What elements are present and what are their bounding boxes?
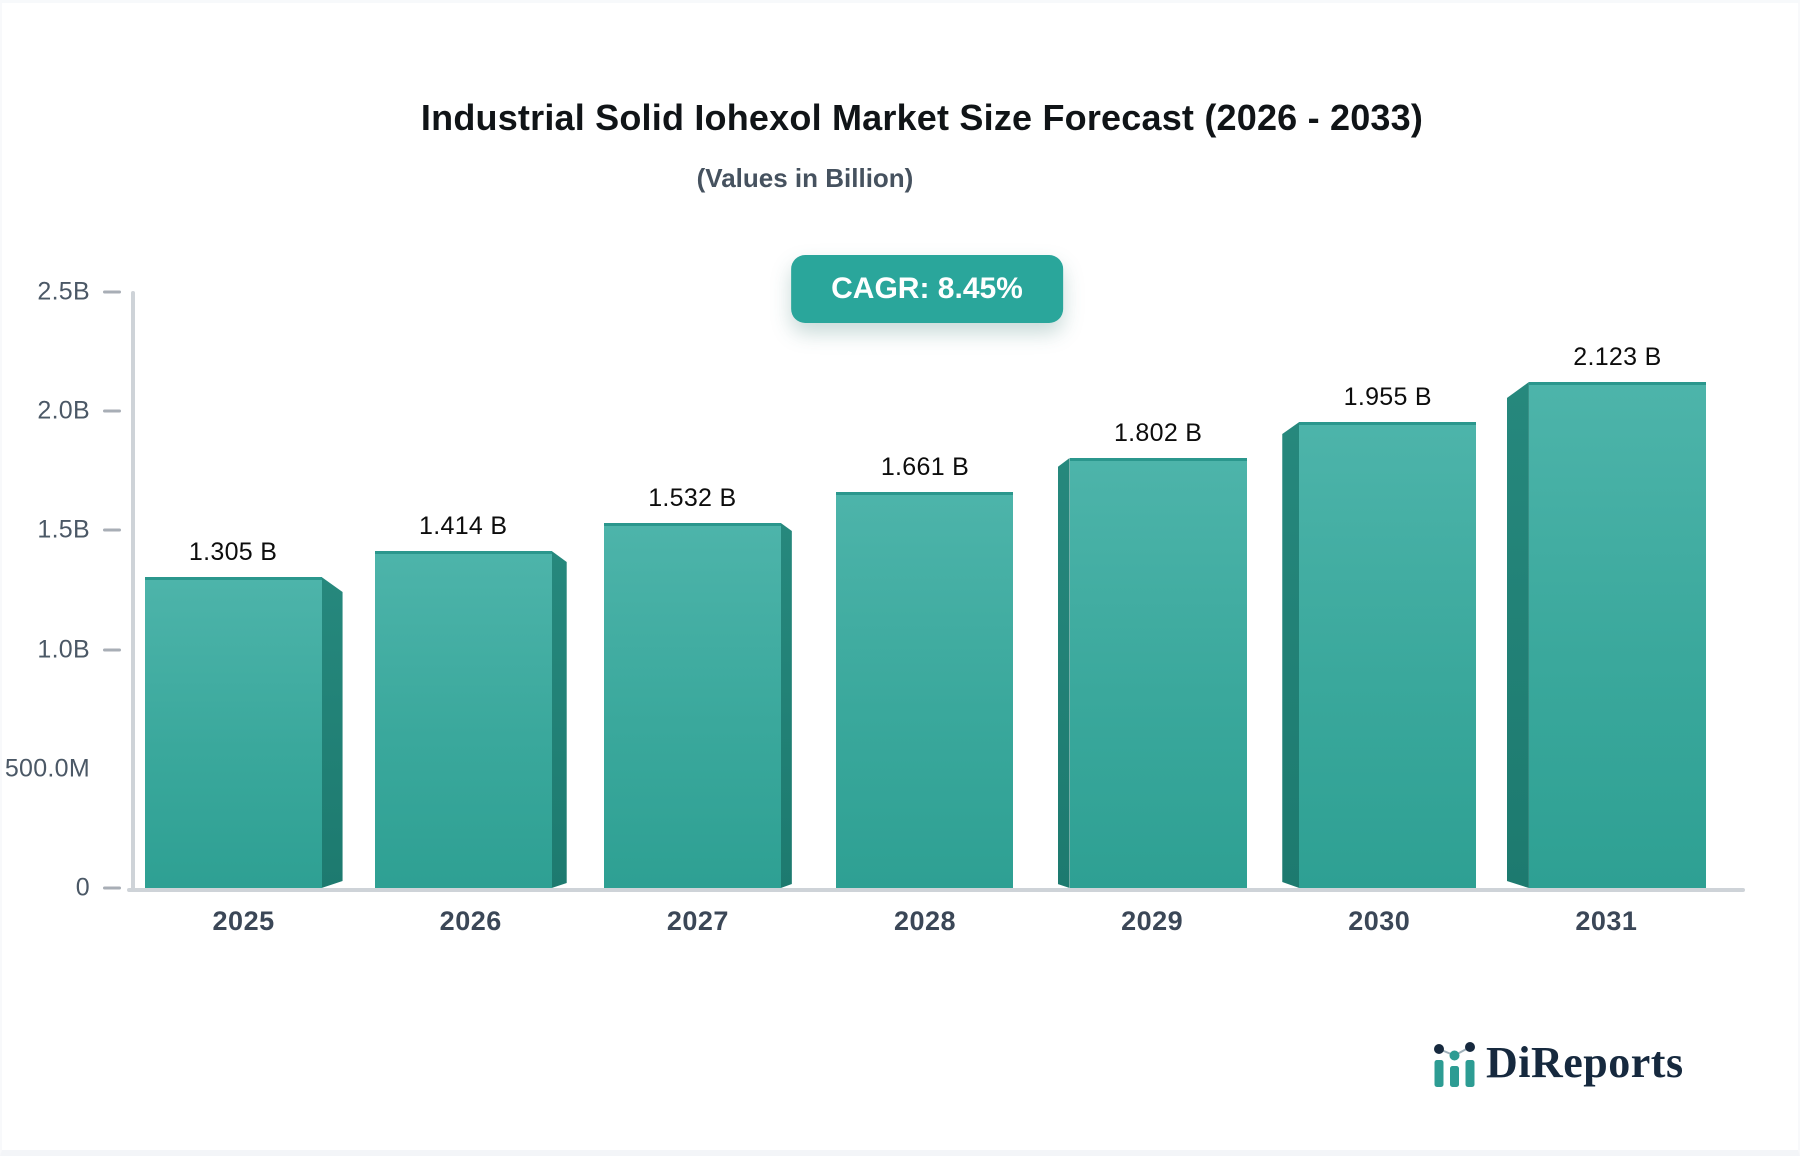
y-axis-label: 1.0B [37,635,90,664]
bar-face [836,492,1014,888]
bar-value-label: 1.955 B [1343,383,1432,411]
bar-slot-2025: 1.305 B [130,292,357,888]
y-axis-label: 2.5B [37,277,90,306]
y-axis-tick-row: 2.5B [2,278,121,307]
y-axis-tick [103,886,121,890]
y-axis-label: 500.0M [4,754,90,783]
chart-subtitle: (Values in Billion) [696,163,914,193]
bar-value-label: 1.414 B [419,512,508,540]
y-axis-tick [103,290,121,294]
y-axis-tick-row: 500.0M [2,754,121,783]
bar-value-label: 1.532 B [648,484,737,512]
bar-face [1069,458,1247,888]
x-axis-label: 2027 [666,906,729,936]
bar-2026: 1.414 B [374,512,567,888]
x-axis-label: 2026 [439,906,502,936]
x-axis-label: 2031 [1575,906,1638,936]
bar-side-3d [1282,422,1299,888]
y-axis-tick [103,409,121,413]
bar-face [374,551,552,888]
direports-logo: DiReports [1432,1037,1684,1087]
bar-2027: 1.532 B [603,484,792,888]
x-axis-label: 2025 [212,906,275,936]
bar-slot-2030: 1.955 B [1266,292,1493,888]
logo-text: DiReports [1486,1038,1684,1087]
bar-side-3d [781,523,792,888]
bar-value-label: 1.305 B [188,538,278,566]
bar-2031: 2.123 B [1507,343,1706,888]
bar-slot-2029: 1.802 B [1039,292,1266,888]
x-axis-labels: 2025 2026 2027 2028 2029 2030 2031 [130,906,1720,937]
direports-logo-icon [1434,1042,1475,1087]
bar-side-3d [322,577,343,888]
bar-slot-2031: 2.123 B [1493,292,1720,888]
cagr-badge: CAGR: 8.45% [791,255,1063,323]
x-axis-label: 2030 [1348,906,1411,936]
x-axis-baseline [127,888,1745,892]
x-axis-label: 2028 [893,906,957,936]
bar-slot-2027: 1.532 B [584,292,811,888]
y-axis-tick-row: 1.5B [2,516,121,545]
bar-face [1528,382,1706,888]
bar-face [1299,422,1477,888]
bar-value-label: 1.802 B [1113,419,1203,447]
chart-title: Industrial Solid Iohexol Market Size For… [420,97,1424,138]
bar-slot-2026: 1.414 B [357,292,584,888]
y-axis-tick [103,648,121,652]
y-axis-label: 2.0B [37,396,90,425]
bar-value-label: 2.123 B [1573,343,1662,371]
bars-layer: 1.305 B 1.414 B 1.532 B 1.661 B 1.802 B 1.955… [130,292,1720,888]
bar-face [603,523,781,888]
bar-2028: 1.661 B [836,453,1014,888]
bar-2030: 1.955 B [1282,383,1477,888]
bar-side-3d [552,551,567,888]
bar-value-label: 1.661 B [880,453,970,481]
y-axis-label: 1.5B [37,515,90,544]
y-axis-ticks: 2.5B 2.0B 1.5B 1.0B 500.0M 0 [2,278,122,902]
bar-2029: 1.802 B [1058,419,1247,888]
bar-slot-2028: 1.661 B [811,292,1038,888]
y-axis-line [131,291,135,892]
y-axis-tick-row: 0 [2,874,121,903]
x-axis-label: 2029 [1121,906,1184,936]
y-axis-tick [103,528,121,532]
bar-2025: 1.305 B [144,538,343,888]
bar-side-3d [1058,458,1070,888]
y-axis-tick-row: 2.0B [2,397,121,426]
y-axis-tick-row: 1.0B [2,635,121,664]
bar-side-3d [1507,382,1529,888]
bar-face [144,577,322,888]
y-axis-label: 0 [75,873,90,902]
